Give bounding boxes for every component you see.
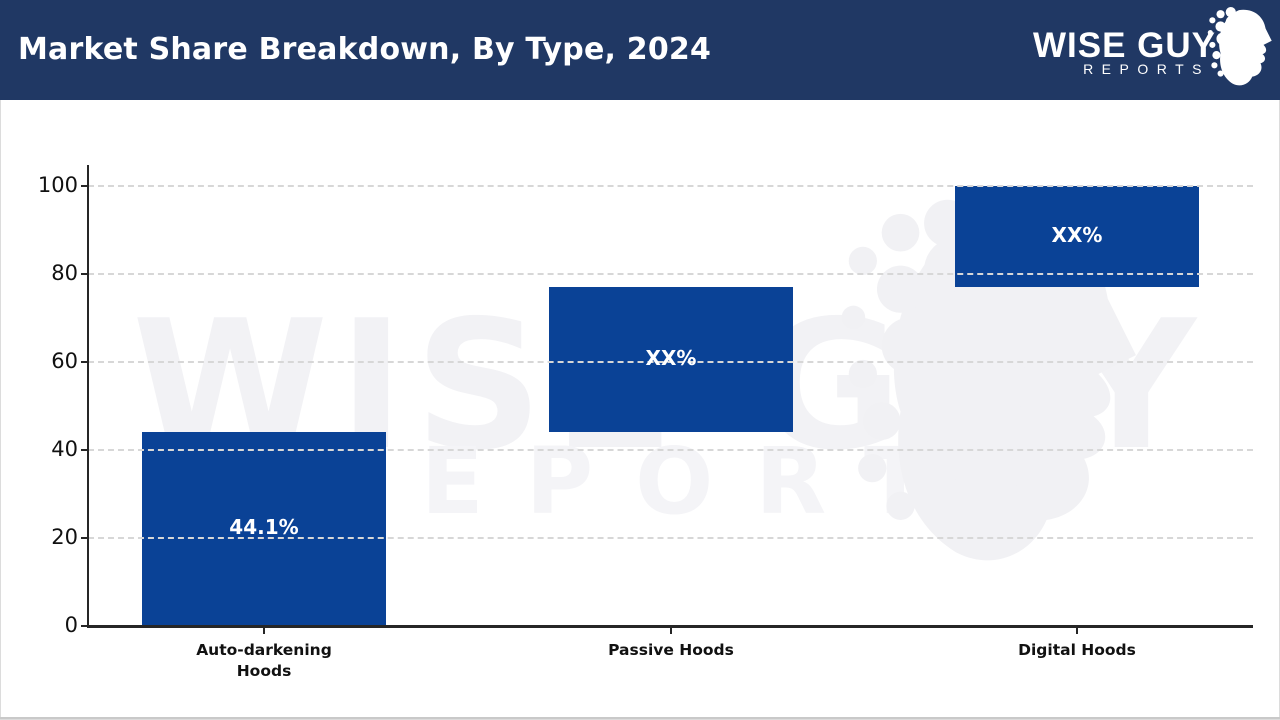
y-tick-mark <box>81 537 88 539</box>
y-tick-label: 80 <box>51 261 78 285</box>
header-bar: Market Share Breakdown, By Type, 2024 WI… <box>0 0 1280 100</box>
y-gridline <box>88 361 1253 363</box>
watermark-face-icon <box>841 199 1136 561</box>
x-axis-line <box>87 625 1253 628</box>
brand-logo: WISE GUY REPORTS <box>1030 0 1280 100</box>
x-tick-mark <box>263 626 265 634</box>
category-label: Auto-darkening Hoods <box>196 641 332 680</box>
y-tick-mark <box>81 361 88 363</box>
y-tick-mark <box>81 273 88 275</box>
bar-value-label: XX% <box>1051 222 1103 247</box>
y-tick-label: 60 <box>51 349 78 373</box>
market-share-bar <box>142 431 386 626</box>
market-share-bar <box>549 287 793 432</box>
category-label: Digital Hoods <box>1018 641 1136 659</box>
y-axis-line <box>87 165 89 628</box>
y-tick-mark <box>81 185 88 187</box>
y-gridline <box>88 537 1253 539</box>
y-tick-mark <box>81 625 88 627</box>
y-tick-label: 0 <box>64 613 78 637</box>
y-gridline <box>88 449 1253 451</box>
y-gridline <box>88 185 1253 187</box>
category-label: Passive Hoods <box>608 641 734 659</box>
brand-subtitle: REPORTS <box>1083 61 1210 77</box>
y-tick-label: 20 <box>51 525 78 549</box>
y-tick-label: 40 <box>51 437 78 461</box>
logo-face-icon <box>1207 7 1272 86</box>
x-tick-mark <box>670 626 672 634</box>
y-tick-label: 100 <box>37 173 78 197</box>
bottom-divider <box>0 717 1280 719</box>
market-share-bar <box>955 186 1199 288</box>
y-tick-mark <box>81 449 88 451</box>
chart-title: Market Share Breakdown, By Type, 2024 <box>18 32 712 67</box>
bar-value-label: 44.1% <box>229 514 299 539</box>
x-tick-mark <box>1076 626 1078 634</box>
brand-name: WISE GUY <box>1032 26 1216 65</box>
y-gridline <box>88 273 1253 275</box>
bar-value-label: XX% <box>645 345 697 370</box>
